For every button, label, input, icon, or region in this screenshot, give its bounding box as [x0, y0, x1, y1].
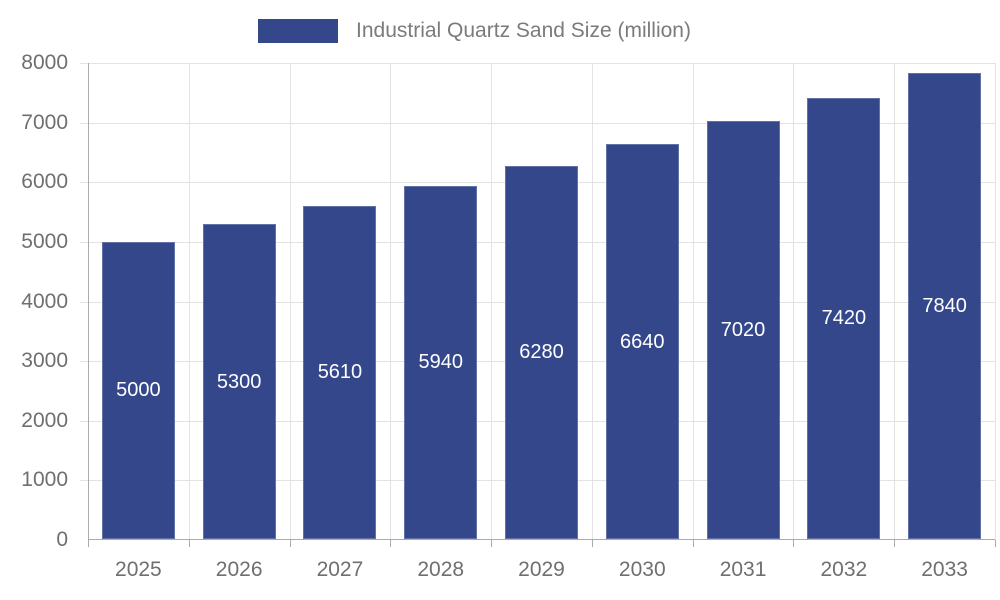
bar-value-label: 7420: [821, 307, 867, 330]
y-axis-line: [88, 63, 89, 540]
legend-swatch: [258, 19, 338, 43]
legend-label: Industrial Quartz Sand Size (million): [356, 19, 691, 42]
gridline-vertical: [995, 63, 996, 540]
gridline-vertical: [692, 63, 694, 540]
x-tick-label: 2027: [316, 558, 364, 581]
bar-value-label: 7020: [720, 319, 766, 342]
x-axis-tick: [995, 540, 996, 547]
bar-value-label: 5000: [116, 379, 161, 402]
bar: 6280: [505, 165, 578, 539]
y-tick-label: 4000: [21, 289, 68, 313]
bar: 5000: [101, 241, 175, 539]
bar-value-label: 5610: [317, 361, 363, 384]
y-tick-label: 2000: [21, 408, 68, 432]
x-axis-tick: [289, 540, 291, 547]
x-axis-tick: [390, 540, 392, 547]
gridline-vertical: [793, 63, 795, 540]
bar-value-label: 7840: [922, 294, 967, 317]
x-tick-label: 2029: [518, 558, 565, 581]
bar: 5610: [303, 205, 377, 539]
x-axis-tick: [491, 540, 493, 547]
x-axis-tick: [88, 540, 89, 547]
bar-value-label: 5940: [418, 351, 463, 374]
y-tick-label: 7000: [21, 110, 68, 134]
x-tick-label: 2030: [618, 558, 666, 581]
x-axis-tick: [793, 540, 795, 547]
bar: 7420: [807, 97, 881, 539]
legend: Industrial Quartz Sand Size (million): [258, 17, 691, 45]
bar-value-label: 6640: [620, 330, 665, 353]
gridline-horizontal: [80, 63, 995, 64]
bar: 5300: [202, 224, 276, 539]
bar: 6640: [605, 144, 679, 539]
gridline-vertical: [491, 63, 493, 540]
bar-value-label: 6280: [519, 341, 564, 364]
gridline-vertical: [188, 63, 190, 540]
x-axis-tick: [591, 540, 593, 547]
x-tick-label: 2028: [417, 558, 465, 581]
y-tick-label: 5000: [21, 229, 68, 253]
x-tick-label: 2031: [719, 558, 767, 581]
bar: 7840: [908, 72, 982, 539]
x-tick-label: 2032: [820, 558, 868, 581]
y-tick-label: 3000: [21, 349, 68, 373]
gridline-vertical: [894, 63, 896, 540]
y-tick-label: 1000: [21, 468, 68, 492]
y-tick-label: 8000: [21, 51, 68, 74]
gridline-vertical: [289, 63, 291, 540]
gridline-vertical: [591, 63, 593, 540]
x-tick-label: 2033: [921, 558, 968, 581]
gridline-horizontal: [80, 122, 995, 124]
gridline-vertical: [390, 63, 392, 540]
plot-area: 5000 5300 5610 5940 6280 6640 7020 7420 7840: [80, 63, 996, 547]
x-tick-label: 2025: [115, 558, 162, 581]
bar-value-label: 5300: [216, 370, 262, 393]
x-axis-tick: [894, 540, 896, 547]
y-tick-label: 6000: [21, 170, 68, 194]
x-axis-tick: [188, 540, 190, 547]
x-axis-line: [88, 539, 995, 540]
y-tick-label: 0: [56, 528, 68, 551]
bar: 5940: [404, 185, 478, 539]
bar: 7020: [706, 121, 780, 539]
x-axis-tick: [692, 540, 694, 547]
x-tick-label: 2026: [215, 558, 263, 581]
